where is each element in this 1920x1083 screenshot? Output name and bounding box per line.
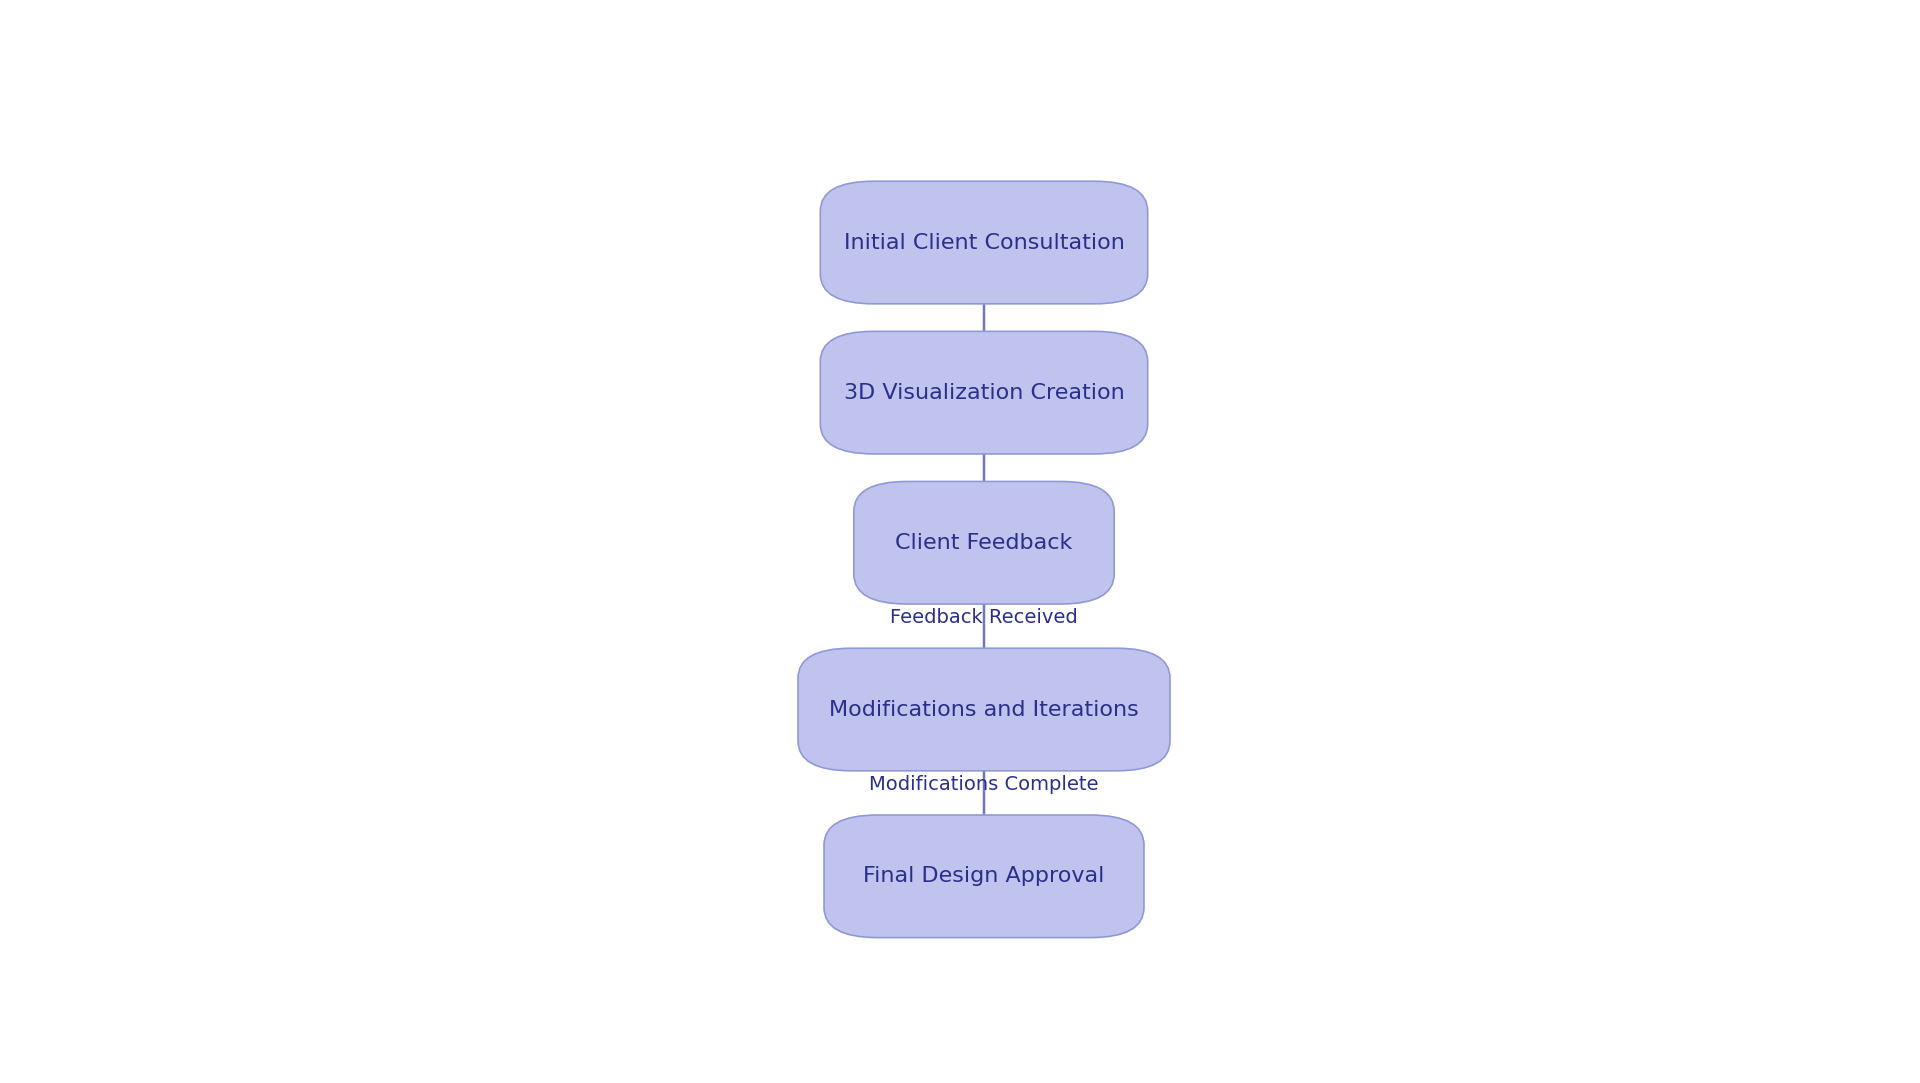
FancyBboxPatch shape — [854, 482, 1114, 604]
Text: Initial Client Consultation: Initial Client Consultation — [843, 233, 1125, 252]
Text: 3D Visualization Creation: 3D Visualization Creation — [843, 382, 1125, 403]
Text: Final Design Approval: Final Design Approval — [864, 866, 1104, 886]
FancyBboxPatch shape — [820, 331, 1148, 454]
Text: Feedback Received: Feedback Received — [891, 609, 1077, 627]
Text: Modifications Complete: Modifications Complete — [870, 775, 1098, 794]
Text: Modifications and Iterations: Modifications and Iterations — [829, 700, 1139, 719]
Text: Client Feedback: Client Feedback — [895, 533, 1073, 552]
FancyBboxPatch shape — [824, 815, 1144, 938]
FancyBboxPatch shape — [820, 181, 1148, 304]
FancyBboxPatch shape — [799, 649, 1169, 771]
